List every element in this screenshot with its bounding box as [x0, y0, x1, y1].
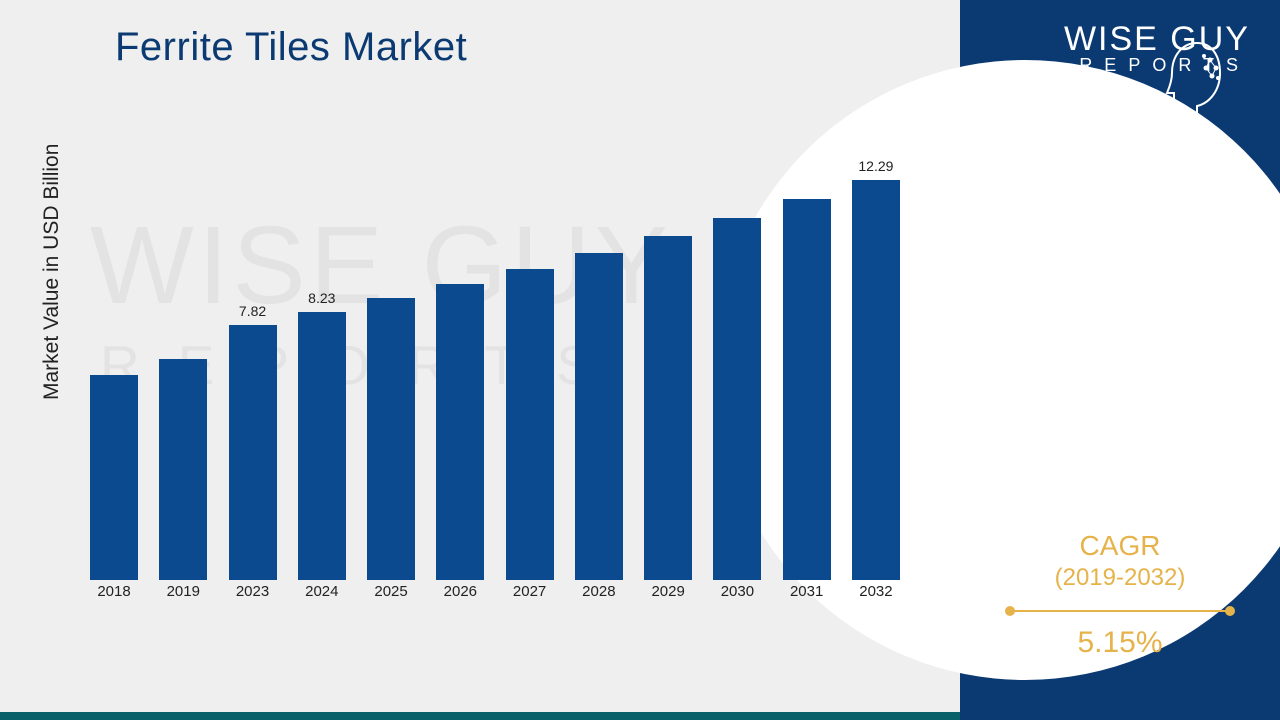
cagr-title: CAGR	[1000, 530, 1240, 562]
bar	[783, 199, 831, 580]
x-tick-label: 2019	[154, 583, 212, 605]
bar	[575, 253, 623, 580]
x-tick-label: 2031	[778, 583, 836, 605]
bar-column	[154, 337, 212, 580]
chart-title: Ferrite Tiles Market	[115, 25, 467, 70]
x-tick-label: 2028	[570, 583, 628, 605]
x-tick-label: 2029	[639, 583, 697, 605]
cagr-box: CAGR (2019-2032) 5.15%	[1000, 530, 1240, 660]
x-tick-label: 2024	[293, 583, 351, 605]
x-tick-label: 2018	[85, 583, 143, 605]
logo: WISE GUY REPORTS	[1064, 20, 1250, 76]
cagr-value: 5.15%	[1000, 626, 1240, 660]
bar-value-label: 7.82	[239, 303, 266, 321]
bar-column	[639, 214, 697, 580]
bar-column	[431, 262, 489, 580]
cagr-range: (2019-2032)	[1000, 564, 1240, 592]
x-tick-label: 2023	[224, 583, 282, 605]
bar	[229, 325, 277, 580]
x-tick-label: 2025	[362, 583, 420, 605]
bar	[298, 312, 346, 580]
bar-column	[362, 276, 420, 580]
bar-column	[570, 231, 628, 580]
bar-column: 8.23	[293, 290, 351, 580]
bar	[436, 284, 484, 580]
bar	[159, 359, 207, 580]
bar-column	[778, 177, 836, 580]
bar	[90, 375, 138, 580]
bar-column	[708, 196, 766, 580]
x-tick-label: 2027	[501, 583, 559, 605]
bar	[644, 236, 692, 580]
x-tick-label: 2026	[431, 583, 489, 605]
bars-container: 7.82 8.23 12.29	[85, 155, 905, 580]
bar-value-label: 8.23	[308, 290, 335, 308]
chart-area: 7.828.2312.29 20182019202320242025202620…	[85, 155, 905, 605]
y-axis-label: Market Value in USD Billion	[40, 144, 64, 400]
x-tick-label: 2030	[708, 583, 766, 605]
x-axis: 2018 2019 2023 2024 2025 2026 2027 2028 2029 2030…	[85, 583, 905, 605]
bar	[506, 269, 554, 580]
x-tick-label: 2032	[847, 583, 905, 605]
head-icon	[1162, 38, 1232, 118]
bar-column: 7.82	[224, 303, 282, 580]
cagr-divider	[1010, 610, 1230, 612]
bar-column	[501, 247, 559, 580]
bar	[713, 218, 761, 580]
bar	[367, 298, 415, 580]
bar-column: 12.29	[847, 158, 905, 580]
bottom-strip	[0, 712, 960, 720]
bar-value-label: 12.29	[858, 158, 893, 176]
bar-column	[85, 353, 143, 580]
bar	[852, 180, 900, 580]
